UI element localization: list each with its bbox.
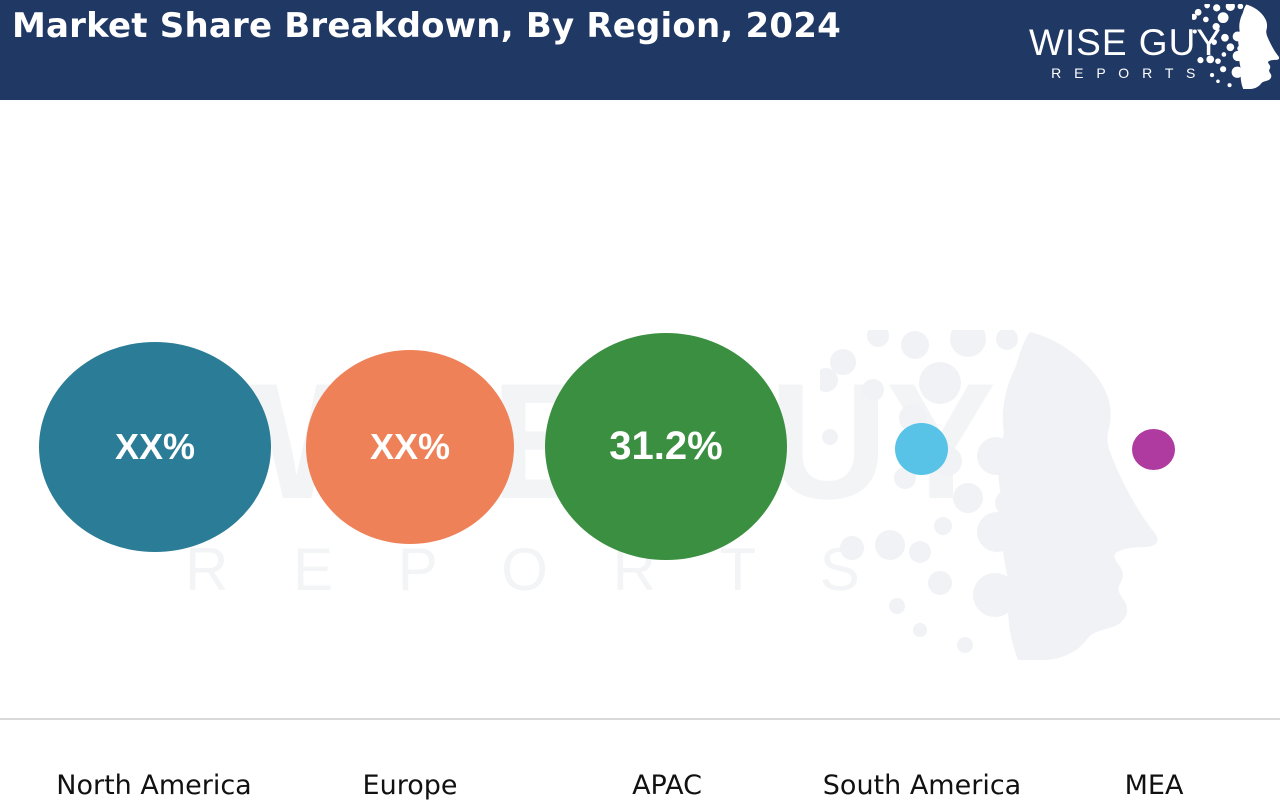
region-label-europe: Europe <box>362 770 458 801</box>
watermark-brand-subtitle: R E P O R T S <box>185 536 884 603</box>
brand-logo: WISE GUY R E P O R T S <box>1029 0 1280 100</box>
region-label-north-america: North America <box>56 770 252 801</box>
bubble-value-europe: XX% <box>369 426 451 467</box>
header: Market Share Breakdown, By Region, 2024 … <box>0 0 1280 100</box>
bubble-europe: XX% <box>306 350 514 544</box>
wiseguy-head-watermark-icon <box>820 330 1158 660</box>
bubble-value-north-america: XX% <box>114 426 196 467</box>
region-label-south-america: South America <box>822 770 1022 801</box>
region-label-apac: APAC <box>632 770 702 801</box>
bubble-apac: 31.2% <box>545 333 787 560</box>
bubble-mea <box>1132 429 1175 470</box>
bottom-divider <box>0 718 1280 720</box>
bubble-south-america <box>895 423 948 475</box>
region-label-mea: MEA <box>1124 770 1184 801</box>
brand-logo-text: WISE GUY R E P O R T S <box>1029 24 1222 81</box>
brand-subtitle: R E P O R T S <box>1051 65 1200 81</box>
brand-name: WISE GUY <box>1028 22 1222 63</box>
page-title: Market Share Breakdown, By Region, 2024 <box>12 6 841 46</box>
bubble-value-apac: 31.2% <box>609 424 723 468</box>
bubble-north-america: XX% <box>39 342 271 552</box>
wiseguy-head-logo-icon <box>1192 4 1280 89</box>
chart-canvas: WISE GUY R E P O R T S XX% XX% 31.2% Nor… <box>0 100 1280 801</box>
